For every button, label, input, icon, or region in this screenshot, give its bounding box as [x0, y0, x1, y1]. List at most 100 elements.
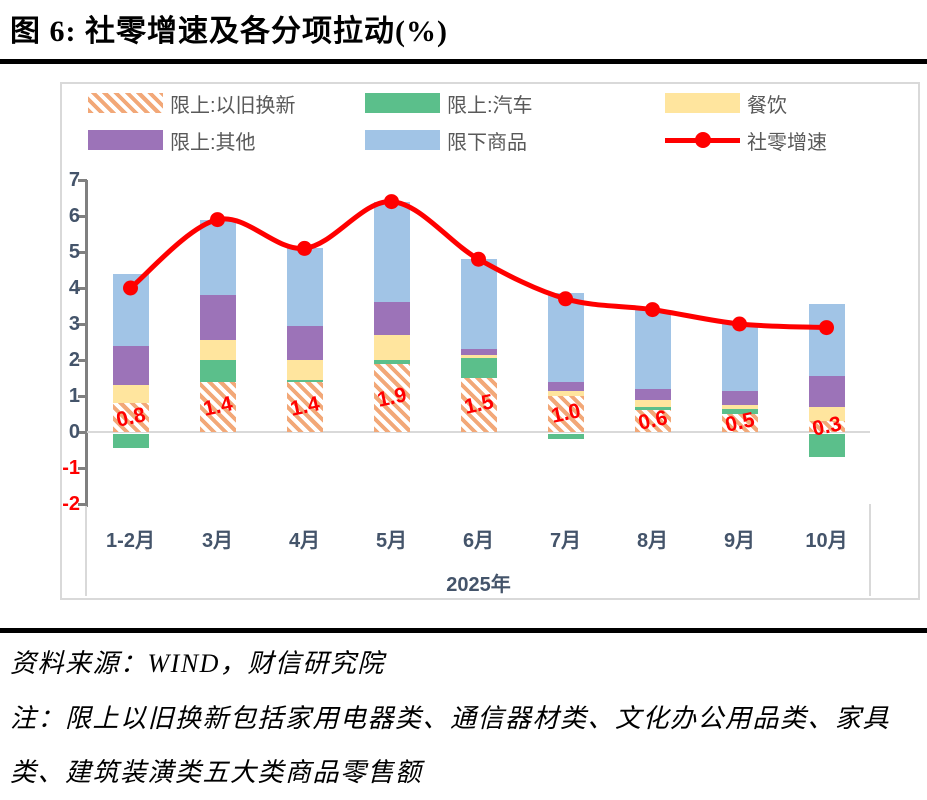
bar-segment: [460, 358, 497, 378]
trend-line-marker: [384, 194, 399, 210]
y-axis-tick: [78, 178, 87, 182]
bar-segment: [634, 309, 671, 389]
figure-title: 图 6: 社零增速及各分项拉动(%): [10, 15, 448, 48]
trend-line-marker: [732, 316, 747, 332]
bar-segment: [634, 388, 671, 400]
y-axis-label: 5: [68, 241, 80, 263]
bar-segment: [808, 434, 845, 458]
y-axis-tick: [78, 250, 87, 254]
legend-item-6: 社零增速: [665, 129, 898, 154]
bar-segment: [460, 354, 497, 359]
bar-segment: [286, 360, 323, 380]
zero-gridline: [87, 431, 870, 433]
bar-segment: [634, 399, 671, 407]
legend-swatch: [365, 130, 440, 150]
x-axis-label: 8月: [636, 530, 669, 552]
category-axis-right-border: [869, 504, 871, 596]
bar-segment: [286, 248, 323, 326]
y-axis-tick: [78, 358, 87, 362]
bar-segment: [373, 360, 410, 364]
bar-segment: [199, 219, 236, 296]
x-axis-label: 4月: [288, 530, 321, 552]
bar-segment: [373, 363, 410, 432]
y-axis-label: 3: [68, 313, 80, 335]
x-axis-label: 9月: [723, 530, 756, 552]
bar-segment: [808, 304, 845, 377]
legend-swatch: [88, 130, 163, 150]
bar-segment: [460, 349, 497, 355]
y-axis-label: -1: [62, 457, 80, 479]
bar-segment: [286, 379, 323, 382]
bar-segment: [199, 360, 236, 382]
bar-segment: [721, 390, 758, 405]
x-axis-label: 3月: [201, 530, 234, 552]
legend-line-marker: [694, 132, 711, 148]
bar-segment: [808, 376, 845, 407]
legend-line-swatch: [665, 132, 740, 148]
bar-segment: [547, 381, 584, 391]
bar-segment: [808, 406, 845, 422]
bar-segment: [373, 201, 410, 303]
legend-swatch: [88, 93, 163, 113]
y-axis-label: 2: [68, 349, 80, 371]
bar-segment: [634, 406, 671, 411]
x-axis-label: 6月: [462, 530, 495, 552]
plot-area: 2025年 7 6 5 4 3 2 1 0 -1 -2 0.8 1-2月 1.4 3月 1.4 4月 1.9 5月…: [62, 84, 918, 598]
legend-item-3: 餐饮: [665, 92, 898, 117]
y-axis-tick: [78, 322, 87, 326]
definition-note: 注：限上以旧换新包括家用电器类、通信器材类、文化办公用品类、家具类、建筑装潢类五…: [10, 704, 891, 788]
bar-segment: [199, 381, 236, 432]
legend-label: 限上:以旧换新: [170, 94, 296, 117]
bar-segment: [547, 434, 584, 440]
y-axis-label: 4: [68, 277, 80, 299]
x-axis-group-label: 2025年: [446, 574, 511, 596]
y-axis-tick: [78, 286, 87, 290]
trend-line-layer: [123, 194, 834, 336]
bar-segment: [547, 390, 584, 396]
bar-segment: [721, 405, 758, 409]
trend-line-marker: [558, 291, 573, 307]
bar-segment: [547, 396, 584, 432]
x-axis-label: 10月: [805, 530, 848, 552]
bar-segment: [460, 378, 497, 432]
bar-segment: [286, 381, 323, 432]
category-axis-left-border: [85, 504, 87, 596]
bar-segment: [721, 408, 758, 414]
bar-segment: [286, 325, 323, 360]
legend-swatch: [665, 93, 740, 113]
retail-sales-chart: 限上:以旧换新 限上:汽车 餐饮 限上:其他 限下商品 社零增速 2025年 7 6 5 4 3 2…: [60, 82, 920, 600]
y-axis-label: -2: [62, 493, 80, 515]
y-axis-label: 0: [68, 421, 80, 443]
trend-line: [128, 199, 829, 331]
legend-label: 限上:其他: [170, 131, 256, 154]
chart-footer-divider: [0, 628, 927, 633]
legend-item-1: 限上:以旧换新: [88, 92, 365, 117]
source-note: 资料来源：WIND，财信研究院: [10, 649, 385, 678]
legend-item-4: 限上:其他: [88, 129, 365, 154]
y-axis-label: 7: [68, 169, 80, 191]
trend-line-marker: [471, 251, 486, 267]
x-axis-label: 7月: [549, 530, 582, 552]
bar-segment: [373, 302, 410, 335]
legend-swatch: [365, 93, 440, 113]
y-axis-tick: [78, 502, 87, 506]
title-divider: [0, 59, 927, 64]
bar-segment: [112, 345, 149, 386]
trend-line-marker: [210, 212, 225, 228]
bar-segment: [373, 334, 410, 360]
bar-segment: [721, 414, 758, 432]
bar-segment: [808, 421, 845, 432]
x-axis-label: 5月: [375, 530, 408, 552]
bar-segment: [112, 434, 149, 449]
legend-label: 社零增速: [747, 131, 827, 154]
bar-segment: [547, 293, 584, 382]
legend-item-2: 限上:汽车: [365, 92, 665, 117]
chart-legend: 限上:以旧换新 限上:汽车 餐饮限上:其他 限下商品 社零增速: [88, 92, 898, 154]
y-axis-tick: [78, 394, 87, 398]
bar-segment: [199, 340, 236, 360]
y-axis-line: [85, 180, 88, 507]
trend-line-marker: [297, 240, 312, 256]
trend-line-marker: [123, 280, 138, 296]
legend-item-5: 限下商品: [365, 129, 665, 154]
x-axis-label: 1-2月: [106, 530, 155, 552]
